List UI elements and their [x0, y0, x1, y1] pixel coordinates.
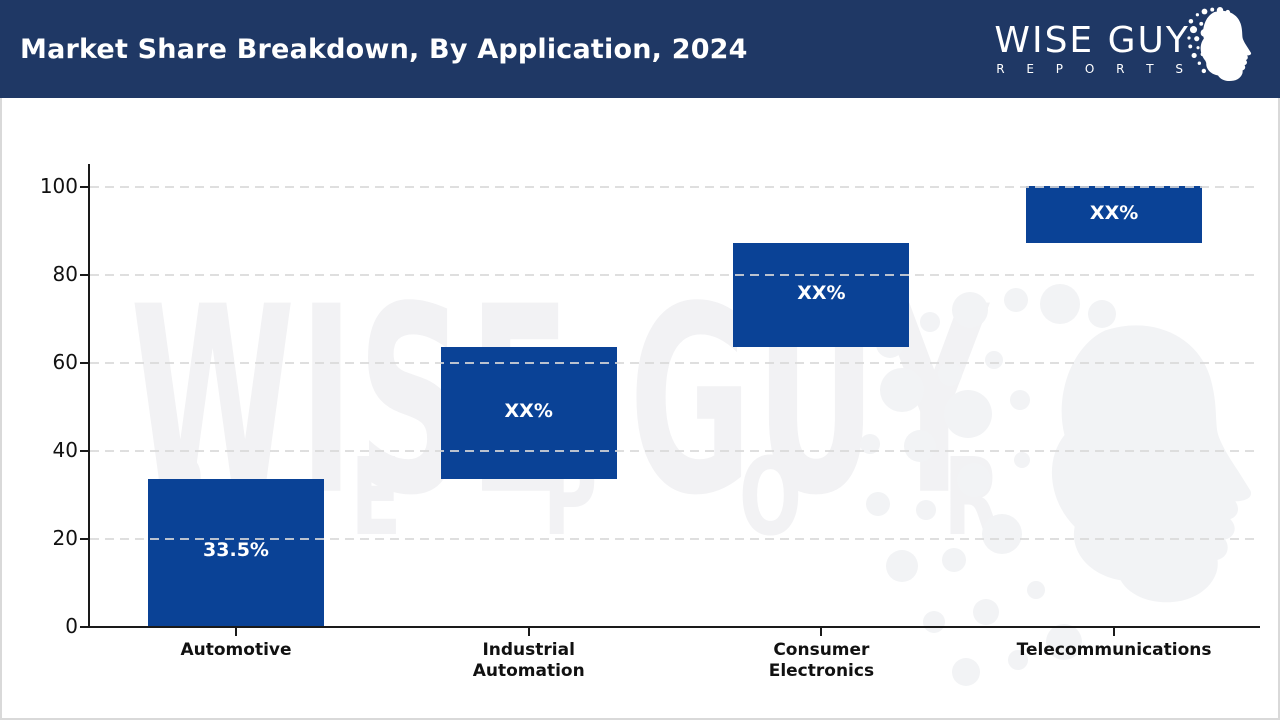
gridline	[90, 186, 1260, 188]
dotted-head-icon	[1187, 7, 1252, 82]
y-tick-mark	[80, 450, 90, 452]
y-tick-mark	[80, 186, 90, 188]
x-tick-label: Telecommunications	[1016, 640, 1212, 660]
header-bar: Market Share Breakdown, By Application, …	[0, 0, 1280, 98]
gridline	[90, 274, 1260, 276]
gridline	[90, 362, 1260, 364]
bar-value-label: 33.5%	[203, 539, 269, 562]
watermark-head-icon	[860, 284, 1252, 686]
page-title: Market Share Breakdown, By Application, …	[20, 33, 748, 65]
y-tick-label: 100	[39, 174, 78, 198]
y-tick-label: 80	[52, 262, 78, 286]
bar	[148, 478, 324, 626]
x-tick-label: Automotive	[180, 640, 292, 660]
gridline	[90, 450, 1260, 452]
x-axis-spine	[88, 626, 1260, 628]
y-tick-label: 20	[52, 526, 78, 550]
bar	[733, 243, 910, 347]
brand-subtitle: R E P O R T S	[996, 62, 1192, 76]
x-tick-label: Industrial Automation	[472, 640, 585, 681]
x-tick-mark	[1113, 628, 1116, 636]
y-tick-label: 60	[52, 350, 78, 374]
gridline	[90, 538, 1260, 540]
y-tick-mark	[80, 362, 90, 364]
bar-value-label: XX%	[1089, 201, 1139, 224]
y-tick-mark	[80, 274, 90, 276]
y-axis-spine	[88, 164, 90, 628]
y-tick-mark	[80, 538, 90, 540]
bar	[440, 346, 617, 479]
y-tick-mark	[80, 626, 90, 628]
chart-canvas: WISE GUY R E P O R T S 02040608010033.5%…	[0, 98, 1280, 720]
bar	[1026, 186, 1203, 244]
bar-value-label: XX%	[797, 281, 846, 304]
brand-logo: WISE GUY R E P O R T S	[992, 7, 1262, 91]
y-tick-label: 40	[52, 438, 78, 462]
x-tick-mark	[820, 628, 823, 636]
x-tick-mark	[235, 628, 237, 636]
x-tick-label: Consumer Electronics	[768, 640, 875, 681]
bar-value-label: XX%	[504, 399, 553, 422]
y-tick-label: 0	[65, 614, 78, 638]
brand-name: WISE GUY	[994, 20, 1190, 61]
brand-logo-text: WISE GUY R E P O R T S	[992, 20, 1192, 76]
x-tick-mark	[527, 628, 530, 636]
